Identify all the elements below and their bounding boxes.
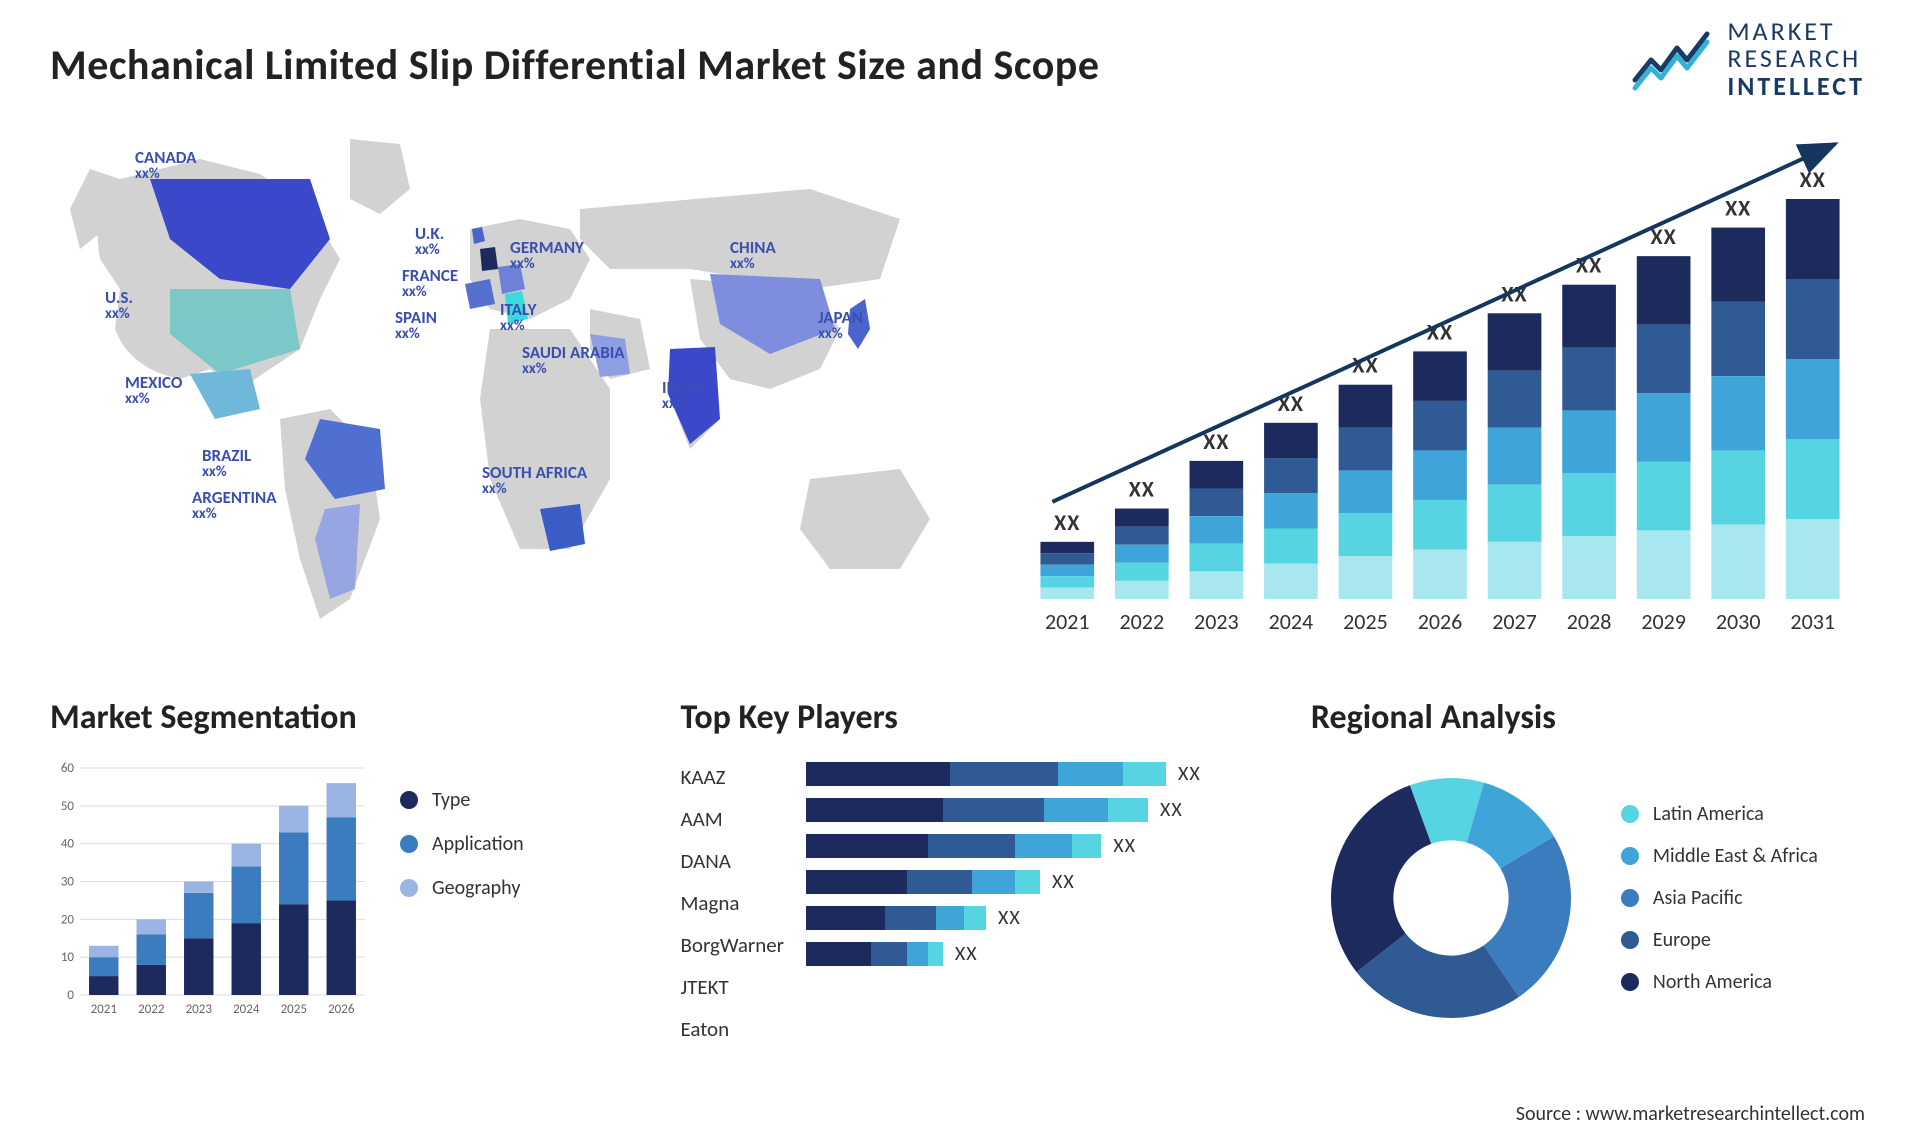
svg-text:0: 0 bbox=[67, 988, 74, 1003]
key-players-panel: Top Key Players KAAZ AAM DANA Magna BorgWarn… bbox=[680, 697, 1286, 1042]
map-callout: JAPANxx% bbox=[818, 309, 863, 343]
legend-item: Europe bbox=[1621, 928, 1818, 952]
svg-text:2031: 2031 bbox=[1790, 608, 1835, 635]
map-callout: CANADAxx% bbox=[135, 149, 196, 183]
svg-text:2021: 2021 bbox=[1045, 608, 1090, 635]
svg-text:10: 10 bbox=[61, 950, 75, 965]
map-callout: GERMANYxx% bbox=[510, 239, 584, 273]
legend-item: Type bbox=[400, 788, 524, 812]
map-callout: SPAINxx% bbox=[395, 309, 437, 343]
segmentation-title: Market Segmentation bbox=[50, 697, 656, 738]
player-bar-row: XX bbox=[806, 834, 1287, 858]
map-callout: U.K.xx% bbox=[415, 225, 444, 259]
regional-donut bbox=[1311, 758, 1591, 1038]
svg-text:2030: 2030 bbox=[1716, 608, 1761, 635]
key-players-bars: XX XX XX XX XX XX bbox=[806, 758, 1287, 966]
regional-legend: Latin America Middle East & Africa Asia Pa… bbox=[1621, 802, 1818, 994]
svg-text:2024: 2024 bbox=[233, 1002, 260, 1017]
map-callout: SOUTH AFRICAxx% bbox=[482, 464, 587, 498]
svg-text:2027: 2027 bbox=[1492, 608, 1537, 635]
segmentation-legend: Type Application Geography bbox=[400, 788, 524, 900]
player-bar-row: XX bbox=[806, 906, 1287, 930]
map-callout: FRANCExx% bbox=[402, 267, 458, 301]
svg-text:XX: XX bbox=[1129, 476, 1155, 503]
legend-item: Geography bbox=[400, 876, 524, 900]
legend-item: North America bbox=[1621, 970, 1818, 994]
svg-text:40: 40 bbox=[61, 837, 75, 852]
svg-text:2028: 2028 bbox=[1567, 608, 1612, 635]
player-bar-row: XX bbox=[806, 942, 1287, 966]
key-players-list: KAAZ AAM DANA Magna BorgWarner JTEKT Eaton bbox=[680, 758, 784, 1042]
map-callout: BRAZILxx% bbox=[202, 447, 251, 481]
svg-text:2023: 2023 bbox=[1194, 608, 1239, 635]
svg-text:XX: XX bbox=[1054, 509, 1080, 536]
svg-text:50: 50 bbox=[61, 799, 75, 814]
svg-text:2021: 2021 bbox=[91, 1002, 117, 1017]
svg-text:2025: 2025 bbox=[1343, 608, 1388, 635]
svg-text:2025: 2025 bbox=[281, 1002, 307, 1017]
map-callout: U.S.xx% bbox=[105, 289, 133, 323]
player-name: Eaton bbox=[680, 1016, 784, 1042]
svg-text:30: 30 bbox=[61, 875, 75, 890]
map-callout: INDIAxx% bbox=[662, 379, 703, 413]
player-name: AAM bbox=[680, 806, 784, 832]
map-callout: CHINAxx% bbox=[730, 239, 776, 273]
world-map: CANADAxx% U.S.xx% MEXICOxx% BRAZILxx% ARGENT… bbox=[50, 119, 970, 659]
segmentation-panel: Market Segmentation 0 10 20 30 40 50 60 2021 202… bbox=[50, 697, 656, 1023]
legend-item: Latin America bbox=[1621, 802, 1818, 826]
logo-text: MARKET RESEARCH INTELLECT bbox=[1727, 18, 1865, 100]
page-title: Mechanical Limited Slip Differential Mar… bbox=[50, 40, 1870, 91]
player-name: Magna bbox=[680, 890, 784, 916]
world-map-svg bbox=[50, 119, 970, 659]
svg-text:2026: 2026 bbox=[328, 1002, 355, 1017]
player-name: DANA bbox=[680, 848, 784, 874]
growth-chart: XX2021XX2022XX2023XX2024XX2025XX2026XX20… bbox=[1010, 119, 1870, 659]
legend-item: Application bbox=[400, 832, 524, 856]
map-callout: MEXICOxx% bbox=[125, 374, 182, 408]
player-name: BorgWarner bbox=[680, 932, 784, 958]
player-name: KAAZ bbox=[680, 764, 784, 790]
brand-logo: MARKET RESEARCH INTELLECT bbox=[1631, 18, 1865, 100]
regional-title: Regional Analysis bbox=[1311, 697, 1870, 738]
key-players-title: Top Key Players bbox=[680, 697, 1286, 738]
player-bar-row: XX bbox=[806, 762, 1287, 786]
svg-text:XX: XX bbox=[1800, 166, 1826, 193]
svg-text:60: 60 bbox=[61, 761, 75, 776]
svg-text:2026: 2026 bbox=[1418, 608, 1463, 635]
svg-text:20: 20 bbox=[61, 912, 75, 927]
map-callout: ARGENTINAxx% bbox=[192, 489, 277, 523]
player-name: JTEKT bbox=[680, 974, 784, 1000]
map-callout: ITALYxx% bbox=[500, 301, 536, 335]
player-bar-row: XX bbox=[806, 870, 1287, 894]
segmentation-chart: 0 10 20 30 40 50 60 2021 2022 2023 2024 2025 2026 bbox=[50, 758, 370, 1023]
svg-text:2024: 2024 bbox=[1269, 608, 1314, 635]
svg-text:2023: 2023 bbox=[186, 1002, 213, 1017]
map-callout: SAUDI ARABIAxx% bbox=[522, 344, 625, 378]
svg-text:2029: 2029 bbox=[1641, 608, 1686, 635]
svg-text:XX: XX bbox=[1725, 195, 1751, 222]
legend-item: Middle East & Africa bbox=[1621, 844, 1818, 868]
svg-text:2022: 2022 bbox=[138, 1002, 165, 1017]
logo-icon bbox=[1631, 24, 1713, 94]
source-footer: Source : www.marketresearchintellect.com bbox=[1516, 1102, 1865, 1126]
regional-panel: Regional Analysis Latin America Middle Ea… bbox=[1311, 697, 1870, 1038]
legend-item: Asia Pacific bbox=[1621, 886, 1818, 910]
svg-text:2022: 2022 bbox=[1120, 608, 1165, 635]
player-bar-row: XX bbox=[806, 798, 1287, 822]
